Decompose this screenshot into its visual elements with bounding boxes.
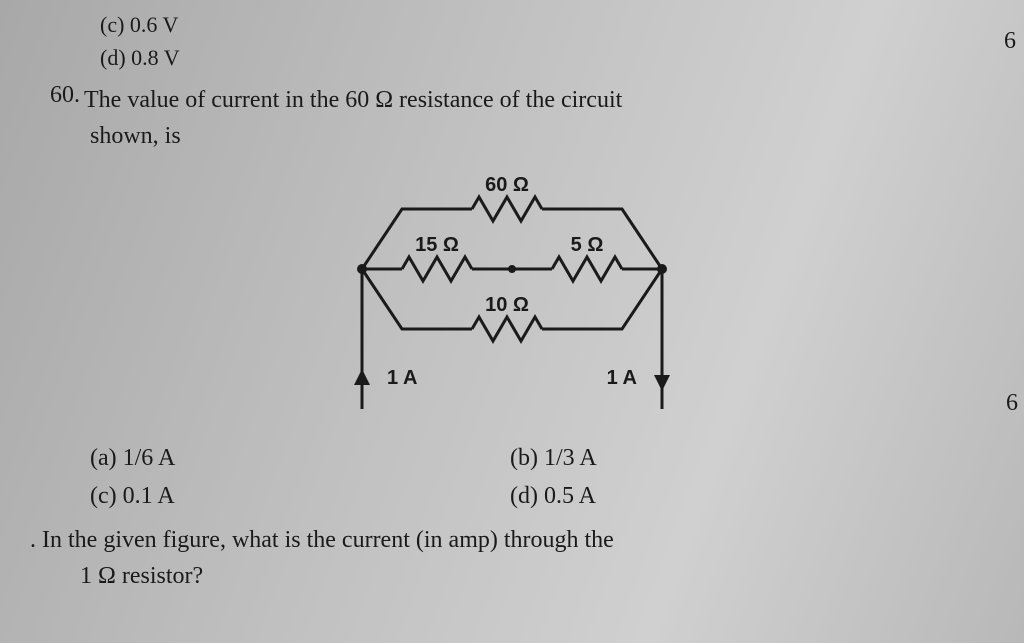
resistor-10-label: 10 Ω (485, 294, 529, 316)
next-question: . In the given figure, what is the curre… (30, 522, 994, 594)
circuit-diagram: 60 Ω 15 Ω 5 Ω 10 Ω 1 A 1 A (292, 169, 732, 429)
prev-question-options: (c) 0.6 V (d) 0.8 V (100, 8, 994, 74)
resistor-5-label: 5 Ω (571, 234, 604, 256)
question-number: 60. (50, 82, 80, 109)
option-b: (b) 1/3 A (510, 439, 910, 477)
prev-option-c: (c) 0.6 V (100, 8, 994, 41)
next-question-line1: In the given figure, what is the current… (42, 527, 614, 553)
current-in-label: 1 A (387, 367, 417, 389)
option-a: (a) 1/6 A (90, 439, 510, 477)
prev-option-d: (d) 0.8 V (100, 41, 994, 74)
resistor-60-label: 60 Ω (485, 174, 529, 196)
question-text-line1: The value of current in the 60 Ω resista… (84, 87, 622, 113)
page-corner-number: 6 (1004, 28, 1016, 55)
edge-page-char: 6 (1006, 390, 1018, 417)
question-60-options: (a) 1/6 A (b) 1/3 A (c) 0.1 A (d) 0.5 A (90, 439, 994, 516)
next-question-line2: 1 Ω resistor? (80, 558, 994, 594)
resistor-15-label: 15 Ω (415, 234, 459, 256)
next-question-prefix: . (30, 527, 42, 553)
question-60: 60. The value of current in the 60 Ω res… (30, 82, 994, 516)
question-text-line2: shown, is (90, 118, 994, 154)
option-d: (d) 0.5 A (510, 477, 910, 515)
option-c: (c) 0.1 A (90, 477, 510, 515)
current-out-label: 1 A (607, 367, 637, 389)
